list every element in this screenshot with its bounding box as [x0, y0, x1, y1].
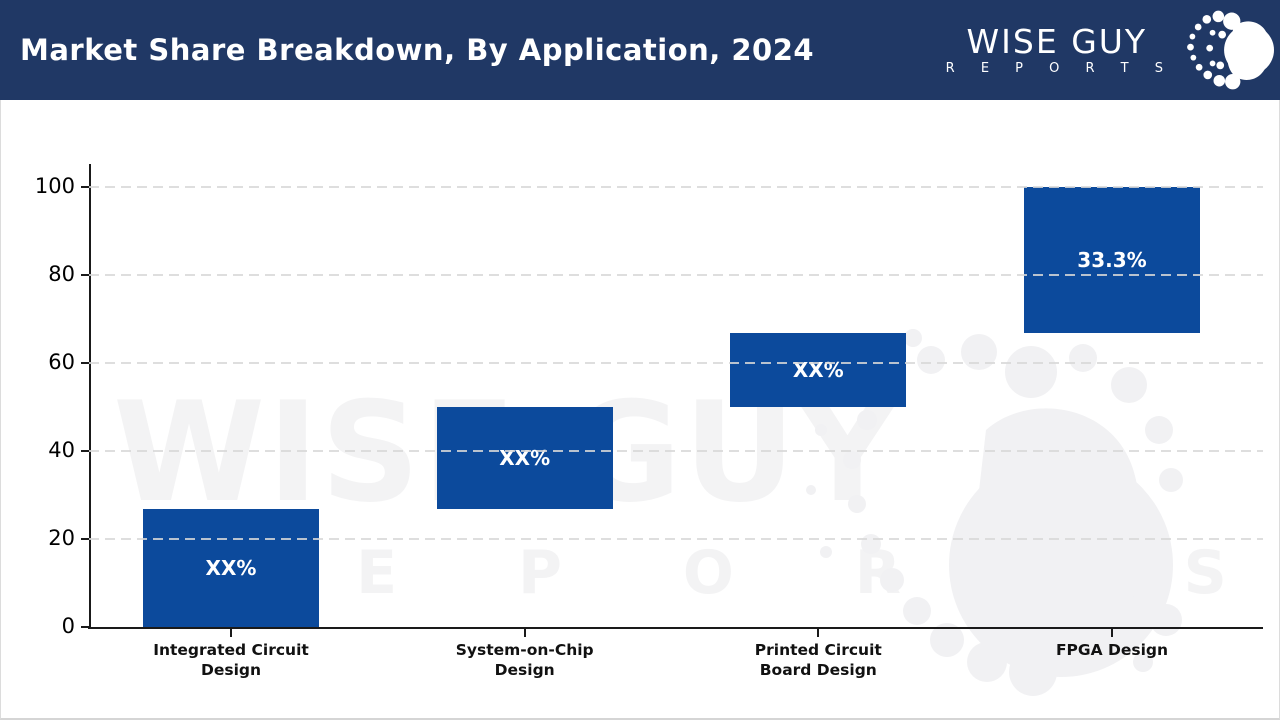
brand-name: WISE GUY: [966, 21, 1148, 61]
bar-segment-2: XX%: [730, 333, 907, 407]
y-tick-label: 60: [48, 349, 75, 374]
y-axis-line: [89, 164, 91, 629]
y-axis-tick: [81, 626, 89, 628]
bar-segment-3: 33.3%: [1024, 186, 1200, 334]
x-category-label-3: FPGA Design: [1055, 641, 1169, 659]
x-axis-tick: [523, 629, 526, 637]
brand-logo: WISE GUY R E P O R T S: [940, 0, 1274, 100]
gridline-y-20: [89, 537, 1263, 540]
y-tick-label: 0: [61, 614, 75, 638]
watermark-dotted-head-icon: [806, 329, 1183, 696]
chart-canvas: WISE GUY R E P O R T S: [0, 100, 1280, 720]
dotted-head-logo-icon: [1187, 10, 1274, 90]
bar-segment-0: XX%: [143, 509, 319, 627]
y-axis-tick: [81, 537, 89, 540]
gridline-y-40: [89, 449, 1263, 452]
bar-value-label: 33.3%: [1077, 247, 1147, 272]
y-axis-tick: [81, 361, 89, 364]
brand-subname: R E P O R T S: [945, 60, 1174, 76]
bar-value-label: XX%: [205, 556, 257, 581]
x-axis-tick: [230, 629, 232, 637]
x-category-label-1: System-on-Chip Design: [455, 641, 594, 679]
x-category-label-0: Integrated Circuit Design: [153, 641, 309, 679]
header-bar: Market Share Breakdown, By Application, …: [0, 0, 1280, 100]
y-tick-label: 100: [34, 173, 75, 198]
gridline-y-60: [89, 361, 1263, 364]
y-axis-tick: [81, 449, 89, 452]
y-axis-tick: [81, 273, 89, 276]
x-axis-tick: [1111, 629, 1113, 637]
x-category-label-2: Printed Circuit Board Design: [754, 641, 882, 679]
x-axis-tick: [817, 629, 820, 637]
y-axis-tick: [81, 185, 89, 188]
y-tick-label: 80: [48, 261, 75, 286]
bar-segment-1: XX%: [436, 406, 613, 510]
y-tick-label: 40: [48, 437, 75, 462]
brand-logo-text: WISE GUY R E P O R T S: [940, 21, 1174, 76]
x-axis-line: [88, 627, 1263, 629]
y-tick-label: 20: [48, 525, 75, 550]
gridline-y-80: [89, 273, 1263, 276]
gridline-y-100: [89, 185, 1263, 188]
page-title: Market Share Breakdown, By Application, …: [20, 33, 815, 67]
